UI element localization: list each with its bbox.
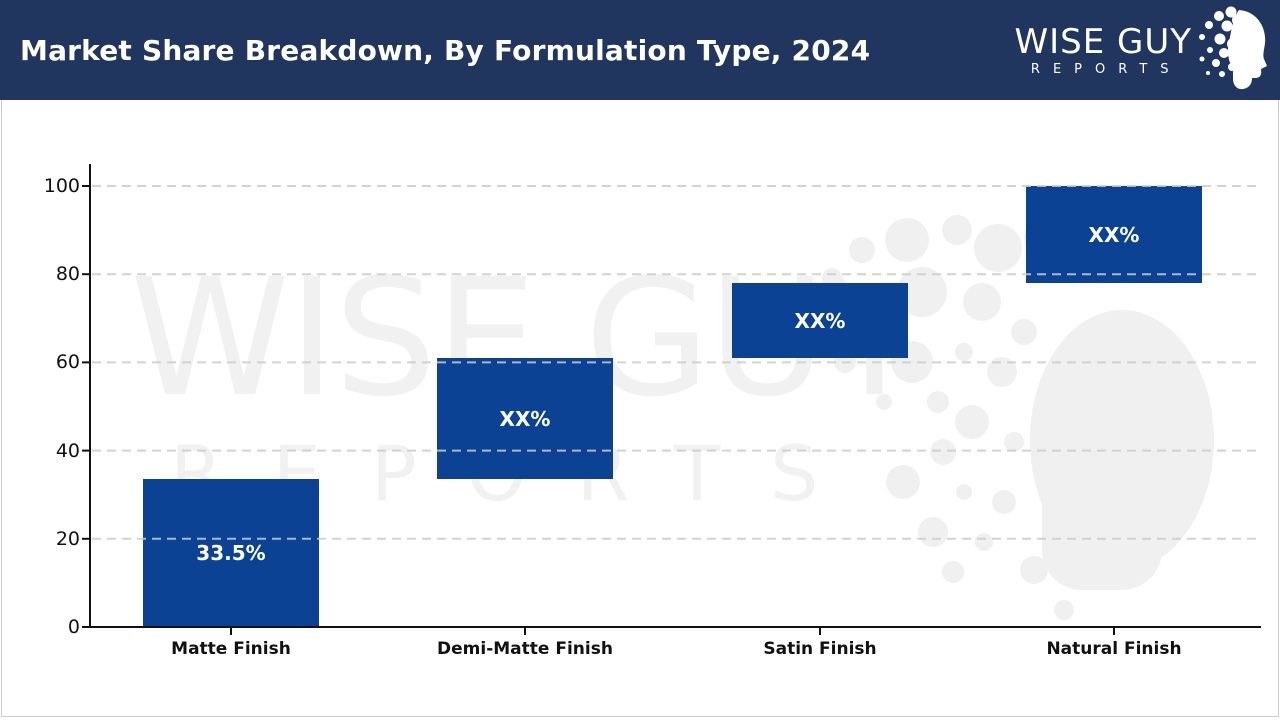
header-bar: Market Share Breakdown, By Formulation T…	[0, 0, 1280, 100]
bar-value-label: XX%	[499, 406, 551, 431]
brand-logo-subtitle: REPORTS	[1030, 62, 1182, 77]
brand-logo: WISE GUY REPORTS	[1014, 6, 1268, 96]
brand-logo-name: WISE GUY	[1014, 22, 1192, 62]
bar-value-label: XX%	[794, 308, 846, 333]
bar-segment: XX%	[1026, 186, 1202, 284]
bar-value-label: XX%	[1088, 222, 1140, 247]
brand-logo-text: WISE GUY REPORTS	[1014, 24, 1192, 78]
dotted-head-profile-icon	[1194, 6, 1268, 96]
bar-value-label: 33.5%	[196, 541, 266, 566]
page-title: Market Share Breakdown, By Formulation T…	[20, 33, 871, 67]
chart-area: WISE GUY REPORTS 33.5%	[1, 100, 1279, 717]
bar-segment: 33.5%	[143, 479, 319, 627]
bar-segment: XX%	[732, 283, 908, 358]
bar-segment: XX%	[437, 357, 613, 480]
bars: 33.5% XX% XX% XX%	[2, 100, 1278, 716]
